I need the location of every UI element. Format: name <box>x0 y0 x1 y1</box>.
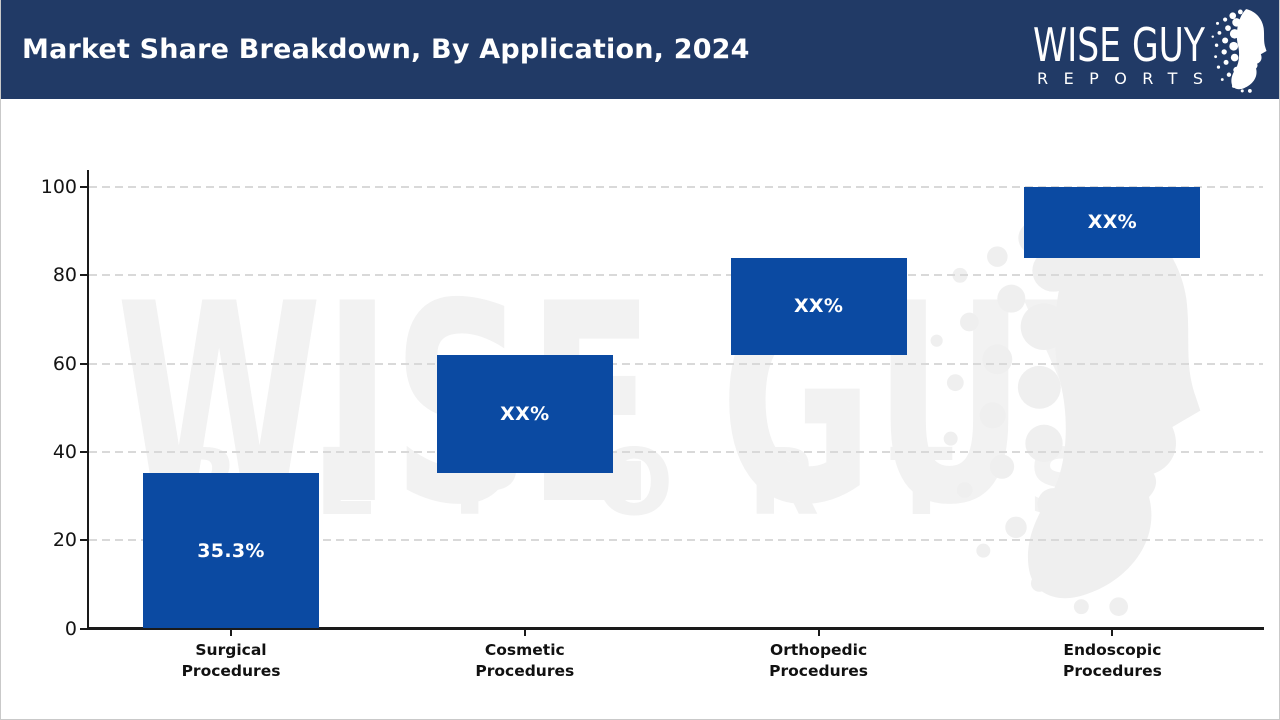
x-label-line: Cosmetic <box>484 641 565 659</box>
bar-orthopedic-procedures: XX% <box>730 257 907 355</box>
x-label-line: Procedures <box>1062 662 1162 680</box>
y-tick-label: 60 <box>52 352 77 375</box>
header: Market Share Breakdown, By Application, … <box>1 0 1279 99</box>
y-tick-mark <box>80 627 88 630</box>
wise-guy-logo: WISE GUY REPORTS <box>1033 9 1267 93</box>
x-tick-mark <box>523 630 526 636</box>
y-tick-label: 80 <box>52 264 77 287</box>
bar-value-label: XX% <box>793 295 844 318</box>
y-tick-mark <box>80 362 88 365</box>
logo-wordmark: WISE GUY <box>1033 18 1206 72</box>
y-tick-mark <box>80 450 88 453</box>
y-tick-label: 0 <box>64 617 77 640</box>
y-tick-label: 40 <box>52 440 77 463</box>
gridline <box>89 362 1263 365</box>
bar-surgical-procedures: 35.3% <box>143 472 319 629</box>
bar-value-label: 35.3% <box>197 539 265 562</box>
watermark-head-icon <box>899 196 1217 616</box>
x-tick-mark <box>1111 630 1114 636</box>
gridline <box>89 186 1263 188</box>
x-label-line: Procedures <box>475 662 575 680</box>
x-axis-label: Endoscopic Procedures <box>1002 640 1222 682</box>
x-tick-mark <box>230 630 232 636</box>
watermark-subtitle: REPORTS <box>169 429 1094 536</box>
y-axis-line <box>87 170 89 630</box>
bar-cosmetic-procedures: XX% <box>436 354 613 473</box>
gridline <box>89 274 1263 277</box>
x-axis-line <box>87 627 1264 630</box>
x-label-line: Surgical <box>195 641 267 659</box>
y-tick-mark <box>80 274 88 277</box>
y-tick-label: 20 <box>52 529 77 552</box>
bar-endoscopic-procedures: XX% <box>1024 187 1201 258</box>
x-label-line: Procedures <box>769 662 869 680</box>
y-tick-mark <box>80 539 88 542</box>
gridline <box>89 450 1263 453</box>
x-axis-label: Cosmetic Procedures <box>415 640 635 682</box>
x-tick-mark <box>817 630 820 636</box>
x-label-line: Endoscopic <box>1063 641 1162 659</box>
x-axis-label: Surgical Procedures <box>121 640 341 682</box>
gridline <box>89 539 1263 542</box>
x-label-line: Procedures <box>181 662 281 680</box>
x-axis-label: Orthopedic Procedures <box>709 640 929 682</box>
bar-value-label: XX% <box>500 402 550 425</box>
wiseguy-head-icon <box>1211 9 1267 93</box>
y-tick-mark <box>80 186 88 188</box>
x-label-line: Orthopedic <box>770 641 868 659</box>
page-title: Market Share Breakdown, By Application, … <box>22 34 750 65</box>
bar-value-label: XX% <box>1087 211 1138 234</box>
y-tick-label: 100 <box>40 176 77 198</box>
